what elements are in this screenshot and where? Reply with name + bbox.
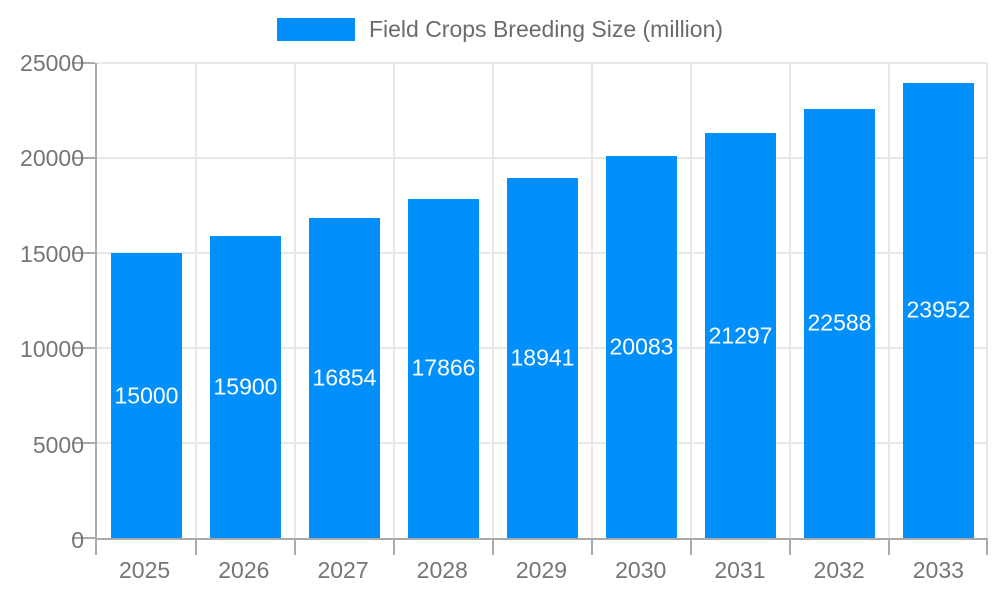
gridline-h xyxy=(97,62,988,64)
x-axis-tick xyxy=(293,538,296,555)
bar-slot-2026: 15900 xyxy=(196,63,295,538)
y-axis-tick xyxy=(72,252,95,254)
bar-2032: 22588 xyxy=(803,108,876,538)
x-axis-tick xyxy=(789,538,791,555)
bar-slot-2029: 18941 xyxy=(493,63,592,538)
y-tick-label: 0 xyxy=(71,527,84,553)
gridline-h xyxy=(97,157,988,159)
bar-slot-2028: 17866 xyxy=(394,63,493,538)
y-axis-tick xyxy=(72,442,95,444)
gridline-v xyxy=(591,63,593,538)
x-tick-label: 2033 xyxy=(912,557,964,583)
bar-value-label: 20083 xyxy=(609,333,674,360)
x-axis-tick xyxy=(689,538,692,555)
x-axis-labels: 2025 2026 2027 2028 2029 2030 2031 2032 2033 xyxy=(95,553,988,587)
x-axis-tick xyxy=(591,538,593,555)
legend: Field Crops Breeding Size (million) xyxy=(0,16,1000,43)
gridline-v xyxy=(293,63,296,538)
bars-container: 15000 15900 16854 17866 18941 20083 21297 22588… xyxy=(97,63,988,538)
x-tick-label: 2028 xyxy=(416,557,468,583)
bar-value-label: 23952 xyxy=(906,296,971,323)
bar-slot-2030: 20083 xyxy=(592,63,691,538)
x-axis-tick xyxy=(887,538,890,555)
bar-2030: 20083 xyxy=(605,156,678,538)
legend-swatch-icon xyxy=(276,18,355,41)
gridline-v xyxy=(789,63,791,538)
y-axis-tick xyxy=(72,537,95,539)
bar-slot-2025: 15000 xyxy=(97,63,196,538)
bar-2027: 16854 xyxy=(308,217,381,538)
bar-2031: 21297 xyxy=(704,133,777,538)
y-axis-tick xyxy=(72,347,95,349)
bar-value-label: 15000 xyxy=(114,382,179,408)
x-tick-label: 2030 xyxy=(615,557,667,583)
bar-slot-2033: 23952 xyxy=(889,63,988,538)
x-tick-label: 2025 xyxy=(119,557,171,583)
legend-label: Field Crops Breeding Size (million) xyxy=(368,16,724,42)
x-tick-label: 2031 xyxy=(714,557,766,583)
bar-value-label: 16854 xyxy=(312,364,377,391)
bar-value-label: 18941 xyxy=(510,344,575,371)
x-axis-tick xyxy=(491,538,494,555)
bar-2029: 18941 xyxy=(506,178,579,538)
x-tick-label: 2027 xyxy=(317,557,369,583)
bar-2025: 15000 xyxy=(110,253,183,538)
y-tick-label: 25000 xyxy=(20,50,84,76)
bar-value-label: 22588 xyxy=(807,309,872,336)
plot-area: 15000 15900 16854 17866 18941 20083 21297 22588… xyxy=(72,62,988,555)
bar-slot-2032: 22588 xyxy=(790,63,889,538)
y-tick-label: 10000 xyxy=(20,336,84,363)
bar-2033: 23952 xyxy=(902,82,975,538)
gridline-v xyxy=(392,63,395,538)
bar-2026: 15900 xyxy=(209,235,282,538)
x-axis-tick xyxy=(986,538,988,555)
gridline-v xyxy=(887,63,890,538)
x-axis-tick xyxy=(392,538,395,555)
x-axis-tick xyxy=(194,538,197,555)
y-axis-tick xyxy=(72,62,95,64)
gridline-v xyxy=(194,63,197,538)
y-tick-label: 15000 xyxy=(20,240,84,267)
x-axis-tick xyxy=(95,538,97,555)
gridline-v xyxy=(689,63,692,538)
bar-value-label: 21297 xyxy=(708,322,773,349)
bar-value-label: 15900 xyxy=(213,373,278,400)
x-tick-label: 2029 xyxy=(515,557,568,583)
bar-slot-2031: 21297 xyxy=(691,63,790,538)
bar-slot-2027: 16854 xyxy=(295,63,394,538)
y-axis-tick xyxy=(72,157,95,159)
y-tick-label: 5000 xyxy=(32,431,84,458)
x-tick-label: 2026 xyxy=(218,557,270,583)
y-tick-label: 20000 xyxy=(20,145,84,172)
gridline-v xyxy=(491,63,494,538)
bar-value-label: 17866 xyxy=(411,354,476,381)
bar-2028: 17866 xyxy=(407,198,480,538)
gridline-v xyxy=(986,63,988,538)
x-tick-label: 2032 xyxy=(813,557,865,583)
